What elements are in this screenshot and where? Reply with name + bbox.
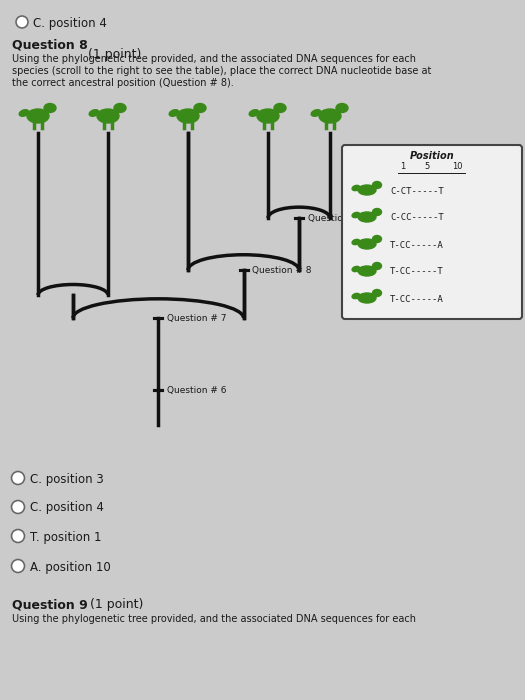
- FancyBboxPatch shape: [342, 145, 522, 319]
- Ellipse shape: [373, 181, 382, 188]
- Text: C. position 3: C. position 3: [30, 473, 104, 486]
- Ellipse shape: [352, 212, 360, 218]
- Text: T-CC-----T: T-CC-----T: [390, 267, 444, 276]
- Text: C. position 4: C. position 4: [33, 17, 107, 29]
- Ellipse shape: [352, 186, 360, 190]
- Ellipse shape: [352, 239, 360, 244]
- Text: species (scroll to the right to see the table), place the correct DNA nucleotide: species (scroll to the right to see the …: [12, 66, 432, 76]
- Text: 10: 10: [452, 162, 462, 171]
- Text: C-CC-----T: C-CC-----T: [390, 214, 444, 223]
- Ellipse shape: [27, 109, 49, 123]
- Ellipse shape: [97, 109, 119, 123]
- Circle shape: [12, 529, 25, 542]
- Circle shape: [12, 472, 25, 484]
- Text: Position: Position: [410, 151, 454, 161]
- Ellipse shape: [257, 109, 279, 123]
- Ellipse shape: [336, 104, 348, 113]
- Text: Question # 8: Question # 8: [253, 267, 312, 276]
- Ellipse shape: [352, 267, 360, 272]
- Text: C-CT-----T: C-CT-----T: [390, 186, 444, 195]
- Ellipse shape: [311, 110, 321, 116]
- Circle shape: [12, 500, 25, 514]
- Text: Question 9: Question 9: [12, 598, 88, 611]
- Ellipse shape: [249, 110, 259, 116]
- Ellipse shape: [358, 212, 376, 222]
- Text: Question 8: Question 8: [12, 38, 88, 51]
- Text: Question # 9: Question # 9: [308, 214, 367, 223]
- Text: (1 point): (1 point): [86, 598, 143, 611]
- Ellipse shape: [19, 110, 29, 116]
- Text: 5: 5: [424, 162, 429, 171]
- Ellipse shape: [373, 209, 382, 216]
- Ellipse shape: [169, 110, 179, 116]
- Ellipse shape: [319, 109, 341, 123]
- Text: 1: 1: [401, 162, 406, 171]
- Ellipse shape: [194, 104, 206, 113]
- Text: T. position 1: T. position 1: [30, 531, 101, 543]
- Text: A. position 10: A. position 10: [30, 561, 111, 573]
- Ellipse shape: [352, 293, 360, 299]
- Ellipse shape: [274, 104, 286, 113]
- Ellipse shape: [177, 109, 199, 123]
- Text: the correct ancestral position (Question # 8).: the correct ancestral position (Question…: [12, 78, 234, 88]
- Circle shape: [16, 16, 28, 28]
- Ellipse shape: [358, 239, 376, 249]
- Ellipse shape: [114, 104, 126, 113]
- Ellipse shape: [373, 235, 382, 242]
- Text: (1 point): (1 point): [84, 48, 141, 61]
- Text: Using the phylogenetic tree provided, and the associated DNA sequences for each: Using the phylogenetic tree provided, an…: [12, 54, 416, 64]
- Ellipse shape: [358, 293, 376, 303]
- Text: Using the phylogenetic tree provided, and the associated DNA sequences for each: Using the phylogenetic tree provided, an…: [12, 614, 416, 624]
- Text: T-CC-----A: T-CC-----A: [390, 295, 444, 304]
- Text: Question # 6: Question # 6: [167, 386, 227, 395]
- Circle shape: [12, 559, 25, 573]
- Ellipse shape: [44, 104, 56, 113]
- Text: T-CC-----A: T-CC-----A: [390, 241, 444, 249]
- Ellipse shape: [358, 266, 376, 276]
- Ellipse shape: [89, 110, 99, 116]
- Ellipse shape: [373, 262, 382, 270]
- Text: C. position 4: C. position 4: [30, 501, 104, 514]
- Text: Question # 7: Question # 7: [167, 314, 227, 323]
- Ellipse shape: [358, 185, 376, 195]
- Ellipse shape: [373, 290, 382, 297]
